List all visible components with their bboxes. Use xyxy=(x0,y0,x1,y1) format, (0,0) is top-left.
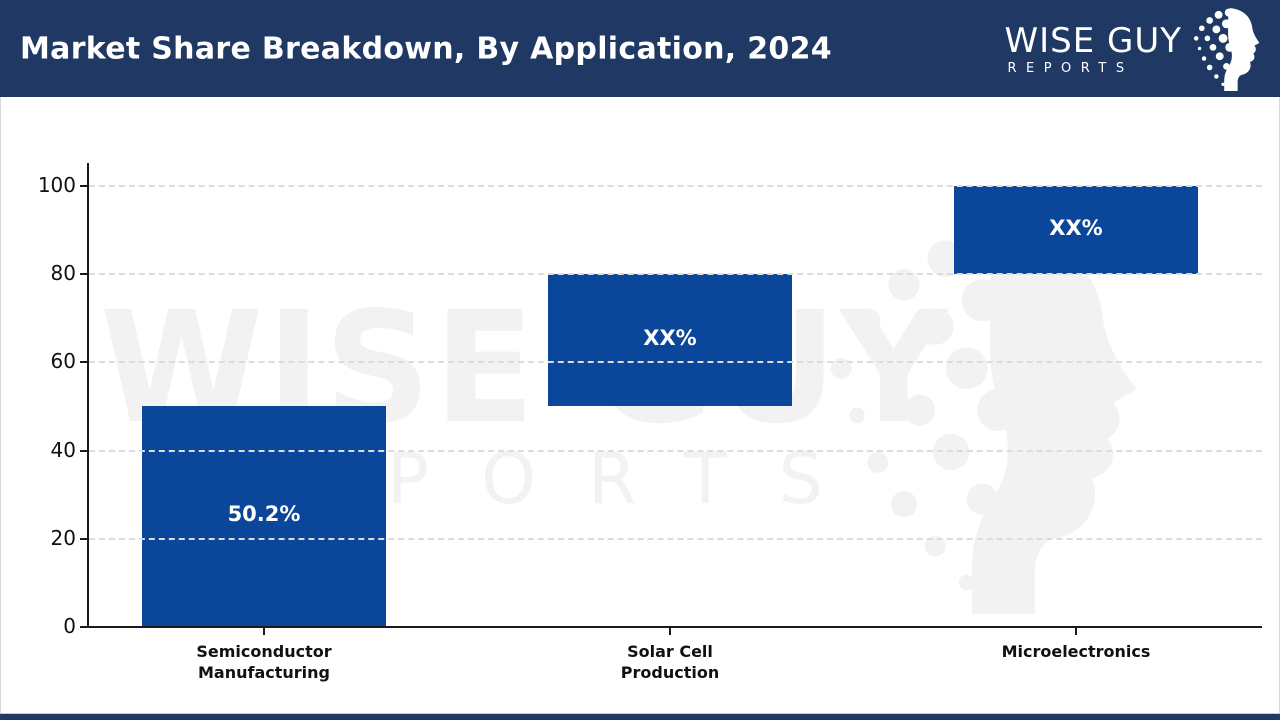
y-tick-label: 20 xyxy=(50,525,76,550)
y-tick-label: 100 xyxy=(37,173,76,197)
y-tick xyxy=(80,626,87,628)
bar-value-label: 50.2% xyxy=(227,502,301,527)
brand-subtitle: REPORTS xyxy=(1007,60,1134,76)
gridline xyxy=(89,537,1262,540)
y-tick-label: 0 xyxy=(63,614,76,638)
footer-bar xyxy=(0,714,1280,720)
brand-name: WISE GUY xyxy=(1004,20,1182,61)
x-axis-line xyxy=(87,626,1262,628)
category-label-solar-cell-production: Solar Cell Production xyxy=(620,642,720,682)
y-tick xyxy=(80,185,87,187)
y-tick-label: 60 xyxy=(50,349,76,374)
brand-logo: WISE GUY REPORTS xyxy=(1004,6,1270,92)
y-tick xyxy=(80,361,87,364)
x-tick xyxy=(1075,628,1077,635)
y-tick-label: 40 xyxy=(50,437,76,462)
bar-solar-cell-production xyxy=(548,274,792,406)
page-title: Market Share Breakdown, By Application, … xyxy=(20,31,832,66)
header: Market Share Breakdown, By Application, … xyxy=(0,0,1280,97)
bar-semiconductor-manufacturing xyxy=(142,405,386,627)
x-tick xyxy=(669,628,671,635)
category-label-microelectronics: Microelectronics xyxy=(1001,642,1151,661)
y-axis-line xyxy=(87,163,89,628)
y-tick xyxy=(80,449,87,452)
x-tick xyxy=(263,628,265,635)
gridline xyxy=(89,185,1262,187)
watermark-face-icon xyxy=(830,227,1137,614)
y-tick xyxy=(80,537,87,540)
gridline xyxy=(89,273,1262,276)
y-tick-label: 80 xyxy=(50,261,76,286)
bar-value-label: XX% xyxy=(1049,216,1103,241)
bar-value-label: XX% xyxy=(643,325,697,350)
bar-microelectronics xyxy=(954,186,1198,275)
category-label-semiconductor-manufacturing: Semiconductor Manufacturing xyxy=(196,642,332,682)
gridline xyxy=(89,361,1262,364)
gridline xyxy=(89,449,1262,452)
brand-logo-text: WISE GUY REPORTS xyxy=(1004,23,1182,76)
brand-face-icon xyxy=(1193,8,1260,91)
y-tick xyxy=(80,273,87,276)
